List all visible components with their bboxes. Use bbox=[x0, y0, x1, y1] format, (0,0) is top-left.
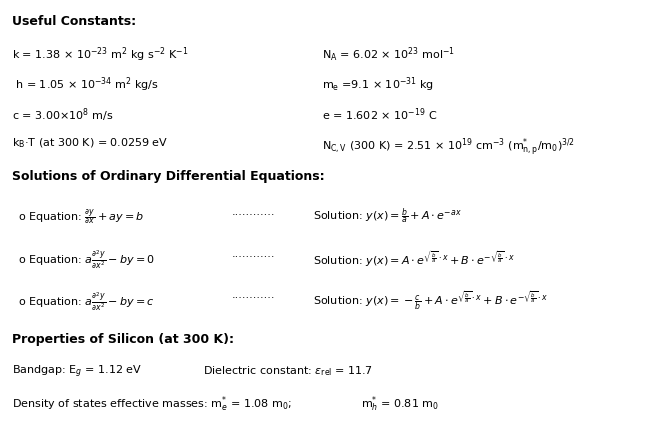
Text: ............: ............ bbox=[232, 290, 275, 300]
Text: Density of states effective masses: m$^{*}_{e}$ = 1.08 m$_{0}$;: Density of states effective masses: m$^{… bbox=[12, 394, 292, 414]
Text: Useful Constants:: Useful Constants: bbox=[12, 15, 135, 28]
Text: Solutions of Ordinary Differential Equations:: Solutions of Ordinary Differential Equat… bbox=[12, 170, 324, 183]
Text: Solution: $y(x) = A \cdot e^{\sqrt{\frac{b}{a}} \cdot x} + B \cdot e^{-\sqrt{\fr: Solution: $y(x) = A \cdot e^{\sqrt{\frac… bbox=[313, 249, 515, 268]
Text: Dielectric constant: $\varepsilon_{\rm rel}$ = 11.7: Dielectric constant: $\varepsilon_{\rm r… bbox=[203, 364, 373, 378]
Text: Properties of Silicon (at 300 K):: Properties of Silicon (at 300 K): bbox=[12, 333, 233, 346]
Text: k = 1.38 × 10$^{-23}$ m$^{2}$ kg s$^{-2}$ K$^{-1}$: k = 1.38 × 10$^{-23}$ m$^{2}$ kg s$^{-2}… bbox=[12, 45, 188, 64]
Text: o Equation: $a\frac{\partial^{2}y}{\partial x^{2}} - by = c$: o Equation: $a\frac{\partial^{2}y}{\part… bbox=[18, 290, 155, 313]
Text: c = 3.00×10$^{8}$ m/s: c = 3.00×10$^{8}$ m/s bbox=[12, 106, 113, 124]
Text: m$_{\rm e}$ =9.1 × 10$^{-31}$ kg: m$_{\rm e}$ =9.1 × 10$^{-31}$ kg bbox=[322, 76, 435, 94]
Text: N$_{\rm A}$ = 6.02 × 10$^{23}$ mol$^{-1}$: N$_{\rm A}$ = 6.02 × 10$^{23}$ mol$^{-1}… bbox=[322, 45, 456, 64]
Text: ............: ............ bbox=[232, 249, 275, 259]
Text: k$_{\rm B}$·T (at 300 K) = 0.0259 eV: k$_{\rm B}$·T (at 300 K) = 0.0259 eV bbox=[12, 136, 168, 150]
Text: N$_{\rm C,V}$ (300 K) = 2.51 × 10$^{19}$ cm$^{-3}$ (m$^{*}_{\rm n,p}$/m$_{0}$)$^: N$_{\rm C,V}$ (300 K) = 2.51 × 10$^{19}$… bbox=[322, 136, 575, 159]
Text: m$^{*}_{h}$ = 0.81 m$_{0}$: m$^{*}_{h}$ = 0.81 m$_{0}$ bbox=[361, 394, 439, 414]
Text: ............: ............ bbox=[232, 207, 275, 217]
Text: e = 1.602 × 10$^{-19}$ C: e = 1.602 × 10$^{-19}$ C bbox=[322, 106, 438, 122]
Text: Bandgap: E$_{g}$ = 1.12 eV: Bandgap: E$_{g}$ = 1.12 eV bbox=[12, 364, 142, 380]
Text: o Equation: $\frac{\partial y}{\partial x} + ay = b$: o Equation: $\frac{\partial y}{\partial … bbox=[18, 207, 144, 226]
Text: o Equation: $a\frac{\partial^{2}y}{\partial x^{2}} - by = 0$: o Equation: $a\frac{\partial^{2}y}{\part… bbox=[18, 249, 155, 271]
Text: Solution: $y(x) = \frac{b}{a} + A \cdot e^{-ax}$: Solution: $y(x) = \frac{b}{a} + A \cdot … bbox=[313, 207, 462, 227]
Text: h = 1.05 × 10$^{-34}$ m$^{2}$ kg/s: h = 1.05 × 10$^{-34}$ m$^{2}$ kg/s bbox=[12, 76, 159, 94]
Text: Solution: $y(x) = -\frac{c}{b} + A \cdot e^{\sqrt{\frac{b}{a}} \cdot x} + B \cdo: Solution: $y(x) = -\frac{c}{b} + A \cdot… bbox=[313, 290, 548, 312]
